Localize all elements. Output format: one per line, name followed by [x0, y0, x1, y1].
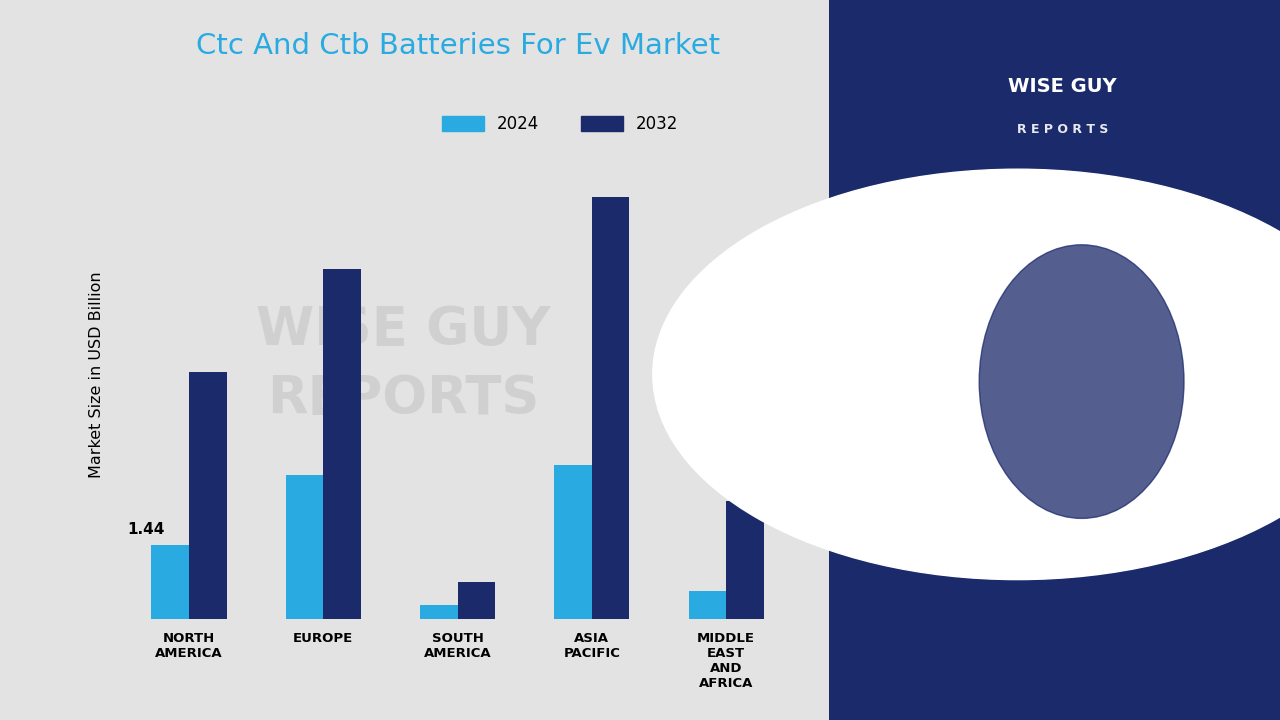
Text: Ctc And Ctb Batteries For Ev Market: Ctc And Ctb Batteries For Ev Market [196, 32, 719, 60]
Bar [726, 500, 764, 619]
Legend: 2024, 2032: 2024, 2032 [435, 109, 685, 140]
Bar [285, 475, 324, 619]
Y-axis label: Market Size in USD Billion: Market Size in USD Billion [90, 271, 104, 477]
Bar [554, 464, 591, 619]
Text: 1.44: 1.44 [128, 522, 165, 537]
Bar [420, 605, 458, 619]
Text: WISE GUY: WISE GUY [1009, 77, 1116, 96]
Text: WISE GUY
REPORTS: WISE GUY REPORTS [256, 305, 550, 425]
Bar [591, 197, 630, 619]
Bar [324, 269, 361, 619]
Bar [689, 591, 726, 619]
Bar [189, 372, 227, 619]
Text: R E P O R T S: R E P O R T S [1016, 123, 1108, 136]
Bar [458, 582, 495, 619]
Bar [151, 545, 189, 619]
